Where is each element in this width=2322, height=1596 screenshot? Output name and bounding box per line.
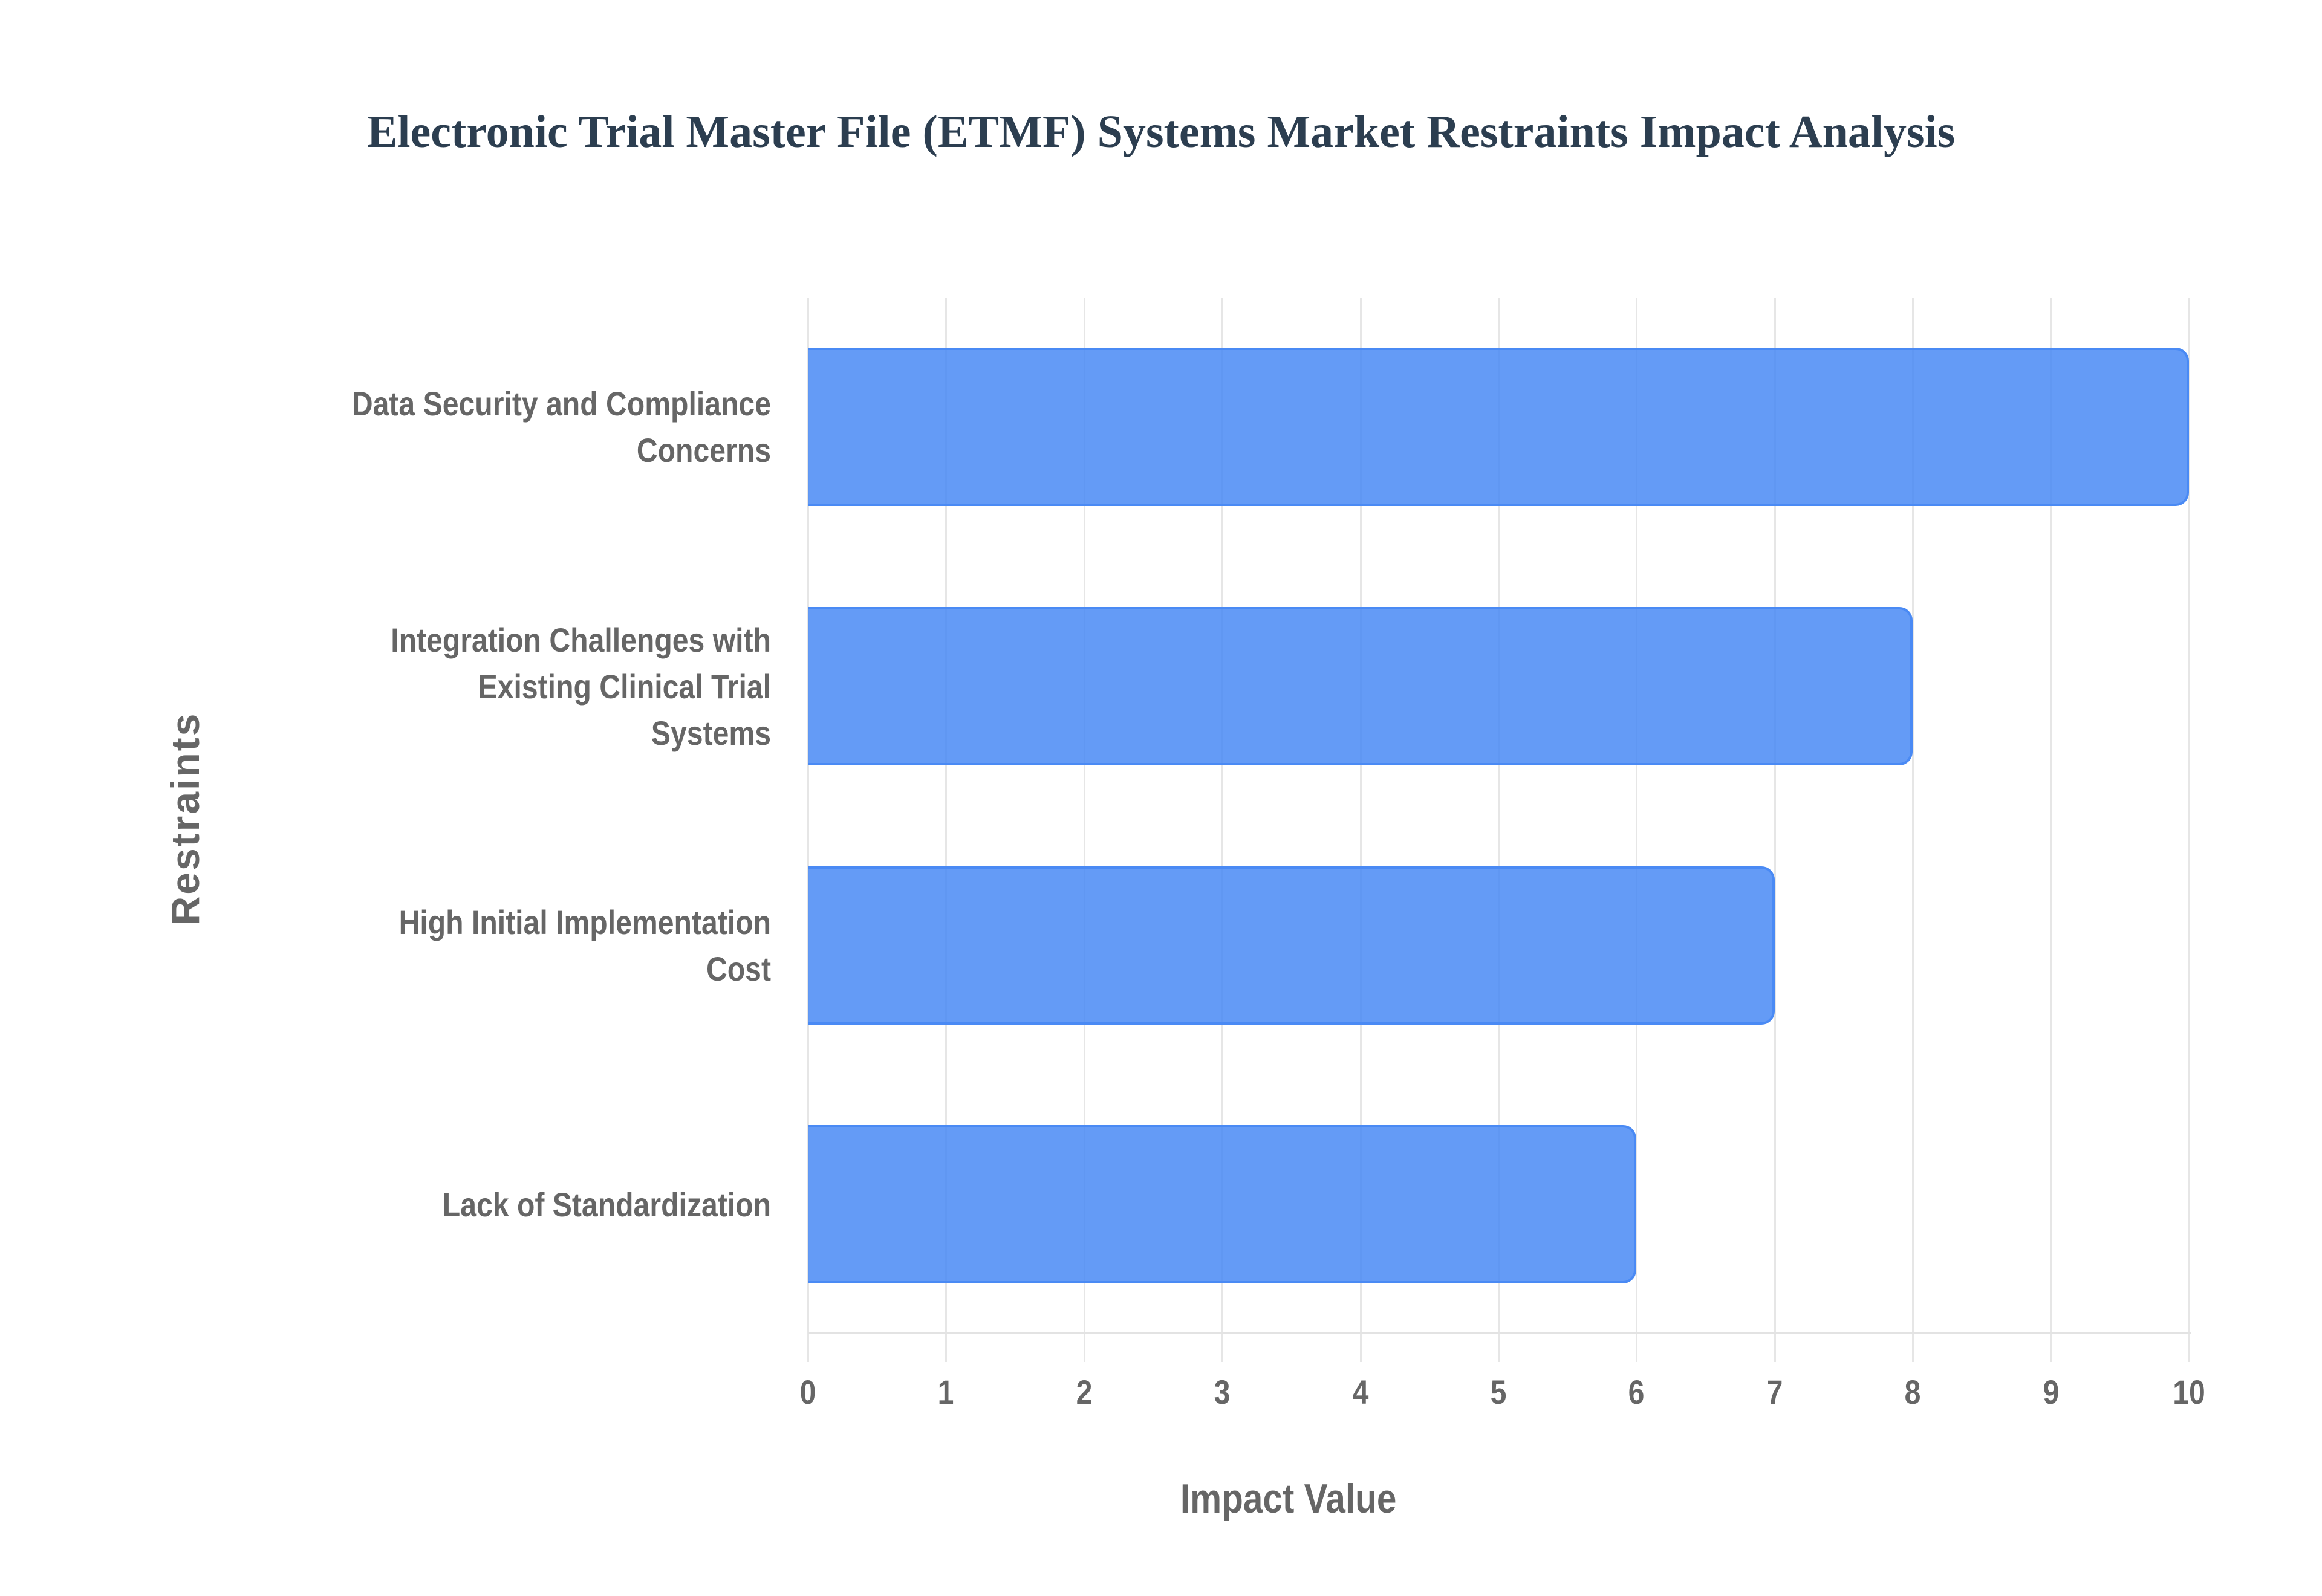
x-tick-label: 1 <box>937 1373 954 1411</box>
x-tick-label: 4 <box>1352 1373 1368 1411</box>
bar[interactable] <box>808 866 1775 1025</box>
gridline <box>1083 298 1085 1362</box>
plot-area <box>807 298 2191 1362</box>
x-tick-label: 6 <box>1628 1373 1645 1411</box>
gridline <box>1359 298 1362 1362</box>
gridline <box>1774 298 1776 1362</box>
x-axis-title: Impact Value <box>1180 1476 1397 1522</box>
gridline <box>1912 298 1914 1362</box>
x-tick-label: 5 <box>1490 1373 1507 1411</box>
y-axis-label: High Initial Implementation Cost <box>398 903 771 988</box>
x-tick-label: 7 <box>1766 1373 1783 1411</box>
x-tick-label: 2 <box>1076 1373 1093 1411</box>
x-tick-label: 8 <box>1904 1373 1921 1411</box>
gridline <box>807 298 809 1362</box>
x-axis-line <box>808 1332 2191 1334</box>
gridline <box>2188 298 2190 1362</box>
gridline <box>1636 298 1638 1362</box>
gridline <box>1498 298 1500 1362</box>
x-tick-label: 10 <box>2173 1373 2205 1411</box>
gridline <box>945 298 948 1362</box>
x-tick-label: 0 <box>799 1373 816 1411</box>
bar[interactable] <box>808 348 2189 506</box>
gridline <box>2050 298 2052 1362</box>
gridline <box>1221 298 1224 1362</box>
bar[interactable] <box>808 607 1913 765</box>
y-axis-label: Integration Challenges with Existing Clin… <box>391 620 771 752</box>
x-tick-label: 9 <box>2043 1373 2059 1411</box>
y-axis-title: Restraints <box>163 712 207 926</box>
x-tick-label: 3 <box>1214 1373 1231 1411</box>
y-axis-label: Lack of Standardization <box>442 1185 771 1224</box>
y-axis-label: Data Security and Compliance Concerns <box>351 384 771 469</box>
bar[interactable] <box>808 1125 1637 1283</box>
chart-title: Electronic Trial Master File (ETMF) Syst… <box>366 106 1956 157</box>
